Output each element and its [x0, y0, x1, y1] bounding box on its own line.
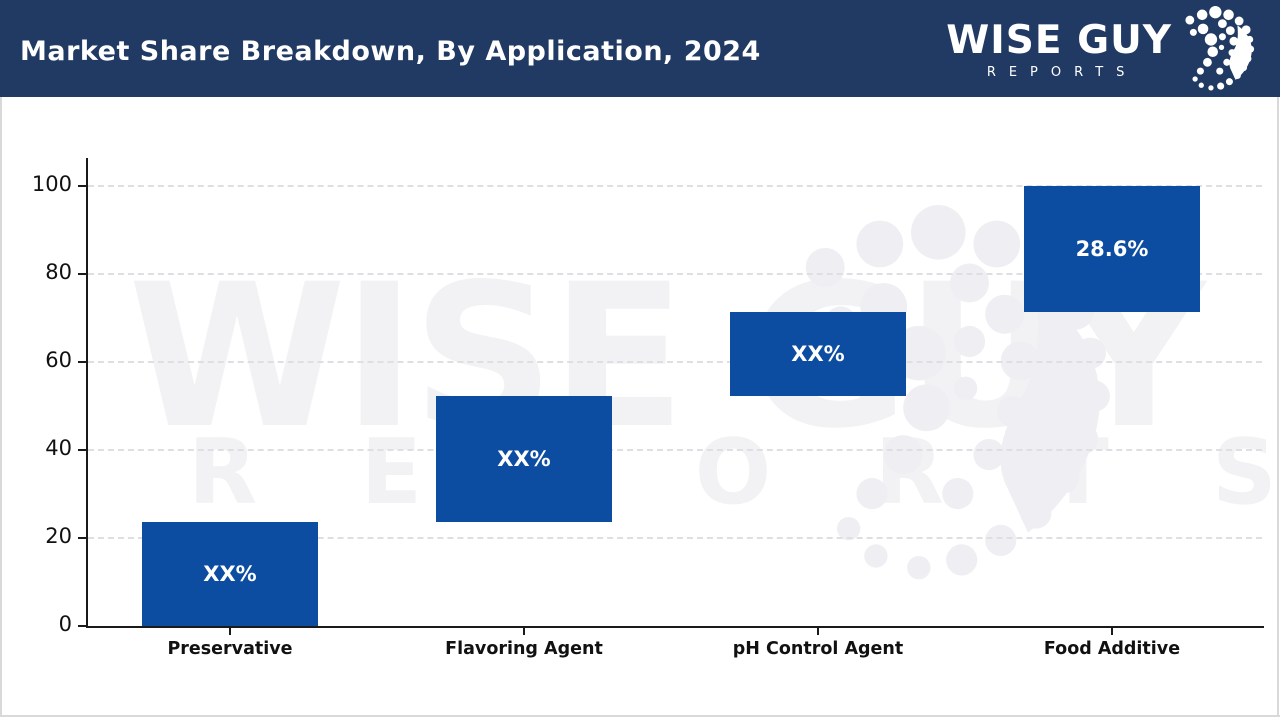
category-label-preservative: Preservative — [167, 639, 293, 659]
category-label-ph-control-agent: pH Control Agent — [732, 639, 904, 659]
y-tick-20 — [78, 536, 87, 539]
bar-value-label-flavoring-agent: XX% — [497, 447, 551, 472]
y-tick-label-20: 20 — [45, 523, 72, 548]
y-tick-label-100: 100 — [31, 171, 72, 196]
bar-value-label-preservative: XX% — [203, 562, 257, 586]
gridline-100 — [88, 184, 1262, 187]
x-tick-food-additive — [1111, 628, 1113, 635]
y-tick-label-40: 40 — [45, 435, 72, 460]
bar-value-label-food-additive: 28.6% — [1075, 236, 1149, 261]
logo-text: WISE GUY REPORTS — [946, 21, 1172, 80]
gridline-40 — [88, 448, 1262, 451]
brand-logo: WISE GUY REPORTS — [946, 4, 1262, 96]
x-tick-ph-control-agent — [817, 628, 819, 635]
bar-value-label-ph-control-agent: XX% — [791, 341, 845, 366]
y-tick-80 — [78, 272, 87, 275]
bar-flavoring-agent: XX% — [436, 396, 612, 523]
category-label-flavoring-agent: Flavoring Agent — [445, 639, 603, 659]
y-axis-line — [86, 158, 88, 628]
x-axis-line — [86, 626, 1264, 628]
gridline-80 — [88, 272, 1262, 275]
header-bar: Market Share Breakdown, By Application, … — [0, 0, 1280, 97]
gridline-60 — [88, 360, 1262, 363]
logo-subtitle: REPORTS — [986, 64, 1138, 80]
y-tick-40 — [78, 448, 87, 451]
logo-head-icon — [1185, 6, 1255, 91]
bar-preservative: XX% — [142, 522, 318, 626]
y-tick-label-60: 60 — [45, 347, 72, 372]
y-tick-label-80: 80 — [45, 259, 72, 284]
y-tick-100 — [78, 184, 87, 187]
bar-food-additive: 28.6% — [1024, 185, 1200, 312]
logo-wordmark: WISE GUY — [946, 17, 1172, 63]
x-tick-preservative — [229, 628, 231, 635]
bottom-border — [0, 715, 1280, 717]
gridline-20 — [88, 536, 1262, 539]
x-tick-flavoring-agent — [523, 628, 525, 635]
y-tick-label-0: 0 — [58, 612, 72, 636]
y-tick-60 — [78, 360, 87, 363]
category-label-food-additive: Food Additive — [1043, 639, 1181, 659]
bar-ph-control-agent: XX% — [730, 311, 906, 397]
chart-title: Market Share Breakdown, By Application, … — [20, 36, 761, 67]
left-border — [0, 97, 2, 716]
right-border — [1277, 97, 1279, 716]
y-tick-0 — [78, 625, 87, 627]
